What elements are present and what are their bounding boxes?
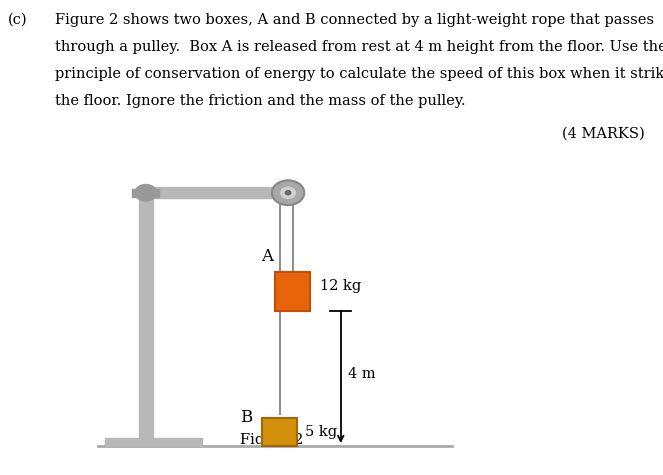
Circle shape xyxy=(285,190,291,195)
Text: 12 kg: 12 kg xyxy=(320,278,361,293)
Circle shape xyxy=(135,184,156,201)
Circle shape xyxy=(281,187,295,199)
Text: A: A xyxy=(261,248,273,265)
Bar xyxy=(139,188,292,198)
Bar xyxy=(105,438,202,446)
Text: the floor. Ignore the friction and the mass of the pulley.: the floor. Ignore the friction and the m… xyxy=(55,94,465,108)
Text: B: B xyxy=(241,409,253,426)
Text: through a pulley.  Box A is released from rest at 4 m height from the floor. Use: through a pulley. Box A is released from… xyxy=(55,40,663,54)
Bar xyxy=(263,418,297,446)
Bar xyxy=(275,272,310,311)
Bar xyxy=(105,442,119,446)
Text: principle of conservation of energy to calculate the speed of this box when it s: principle of conservation of energy to c… xyxy=(55,67,663,81)
Text: (c): (c) xyxy=(8,13,28,27)
Text: 5 kg: 5 kg xyxy=(304,425,337,439)
Text: Figure 2 shows two boxes, A and B connected by a light-weight rope that passes: Figure 2 shows two boxes, A and B connec… xyxy=(55,13,654,27)
Bar xyxy=(133,189,159,197)
Text: 4 m: 4 m xyxy=(349,367,376,381)
Bar xyxy=(139,187,152,446)
Circle shape xyxy=(272,180,304,205)
Text: Figure 2: Figure 2 xyxy=(240,433,303,447)
Text: (4 MARKS): (4 MARKS) xyxy=(562,127,645,141)
